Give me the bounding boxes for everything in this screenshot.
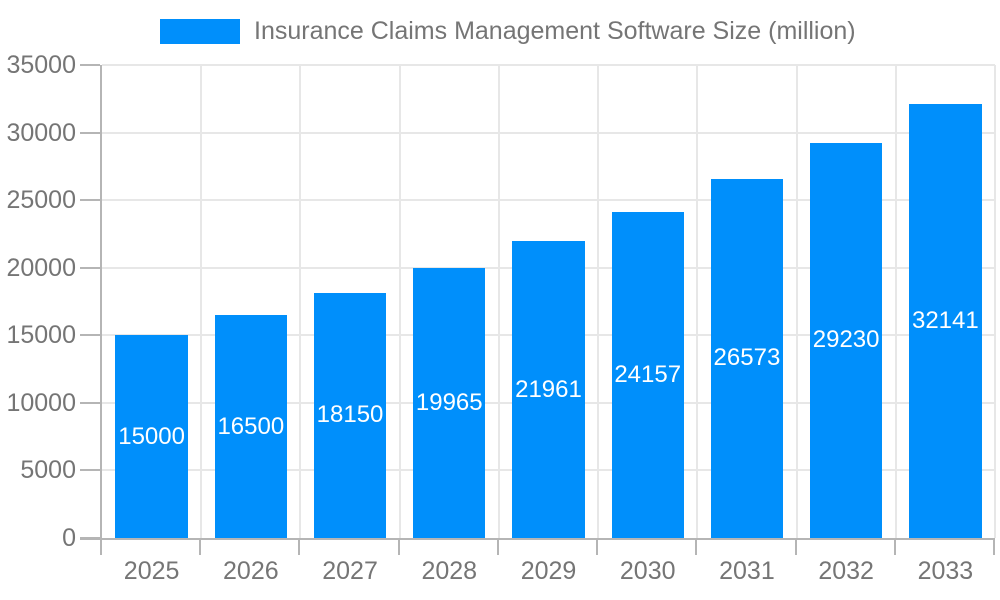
y-axis-tick (80, 537, 100, 539)
y-axis-tick-label: 20000 (6, 253, 76, 282)
x-axis-tick-label: 2033 (917, 557, 974, 585)
bar-2030: 24157 (611, 211, 684, 538)
bar-value-label: 19965 (415, 389, 483, 417)
vertical-gridline (696, 65, 699, 538)
bar-column: 18150 (300, 65, 399, 538)
bar-2027: 18150 (313, 292, 387, 538)
bar-column: 26573 (697, 65, 796, 538)
vertical-gridline (994, 65, 996, 538)
bar-column: 16500 (201, 65, 300, 538)
legend-swatch-icon (160, 19, 240, 44)
x-axis-tick (199, 540, 202, 555)
bar-2028: 19965 (413, 268, 486, 538)
x-axis-tick (794, 540, 797, 555)
y-axis-line (100, 65, 102, 540)
x-axis-tick-label: 2029 (520, 557, 577, 585)
bar-2031: 26573 (710, 178, 784, 538)
y-axis-tick-label: 15000 (6, 321, 76, 350)
vertical-gridline (398, 65, 401, 538)
legend[interactable]: Insurance Claims Management Software Siz… (160, 17, 856, 46)
horizontal-gridline (102, 64, 995, 66)
x-axis-line (80, 538, 995, 540)
y-axis-tick-label: 30000 (6, 118, 76, 147)
bar-column: 32141 (896, 65, 995, 538)
y-axis-tick-label: 5000 (20, 456, 76, 485)
y-axis-tick (80, 334, 100, 337)
bar-column: 24157 (598, 65, 697, 538)
horizontal-gridline (102, 131, 995, 134)
bar-value-label: 24157 (614, 360, 682, 388)
bar-column: 29230 (797, 65, 896, 538)
vertical-gridline (597, 65, 600, 538)
bar-column: 21961 (499, 65, 598, 538)
bar-value-label: 16500 (217, 412, 285, 440)
x-axis-tick (695, 540, 698, 555)
legend-label: Insurance Claims Management Software Siz… (254, 17, 856, 45)
x-axis-tick (100, 540, 102, 555)
x-axis-tick-label: 2028 (421, 557, 478, 585)
bar-value-label: 15000 (118, 422, 185, 450)
y-axis-tick-label: 25000 (6, 186, 76, 215)
y-axis-tick-label: 35000 (6, 51, 76, 79)
y-axis-tick (80, 199, 100, 202)
bar-value-label: 29230 (812, 326, 880, 354)
y-axis-tick-label: 10000 (6, 388, 76, 417)
vertical-gridline (299, 65, 302, 538)
x-axis-tick (596, 540, 599, 555)
x-axis-tick (993, 540, 995, 555)
y-axis-tick (80, 401, 100, 404)
bar-value-label: 26573 (713, 344, 781, 372)
x-axis-tick (298, 540, 301, 555)
x-axis-tick-label: 2030 (619, 557, 676, 585)
vertical-gridline (200, 65, 203, 538)
bar-value-label: 32141 (911, 306, 979, 334)
y-axis-tick (80, 469, 100, 472)
y-axis-tick-label: 0 (62, 524, 76, 552)
vertical-gridline (795, 65, 798, 538)
y-axis-tick (80, 266, 100, 269)
bar-value-label: 18150 (316, 401, 384, 429)
x-axis-tick-label: 2031 (719, 557, 775, 585)
x-axis-tick-label: 2027 (322, 557, 378, 585)
bar-2025: 15000 (115, 335, 188, 538)
x-axis-tick-label: 2025 (123, 557, 180, 585)
bar-column: 19965 (400, 65, 499, 538)
bar-2029: 21961 (512, 241, 585, 538)
bar-2033: 32141 (909, 103, 982, 538)
x-axis-tick-label: 2026 (223, 557, 279, 585)
bar-value-label: 21961 (515, 375, 582, 403)
plot-area: 15000 16500 18150 19965 21961 24157 26573 29230… (102, 64, 996, 538)
x-axis-tick (397, 540, 400, 555)
x-axis-tick (893, 540, 896, 555)
horizontal-gridline (102, 199, 995, 202)
vertical-gridline (497, 65, 500, 538)
x-axis-tick (496, 540, 499, 555)
bar-column: 15000 (102, 65, 201, 538)
bar-2026: 16500 (214, 315, 288, 538)
y-axis-tick (80, 131, 100, 134)
x-axis-tick-label: 2032 (818, 557, 874, 585)
vertical-gridline (894, 65, 897, 538)
bar-2032: 29230 (809, 142, 883, 538)
y-axis-tick (80, 64, 100, 66)
